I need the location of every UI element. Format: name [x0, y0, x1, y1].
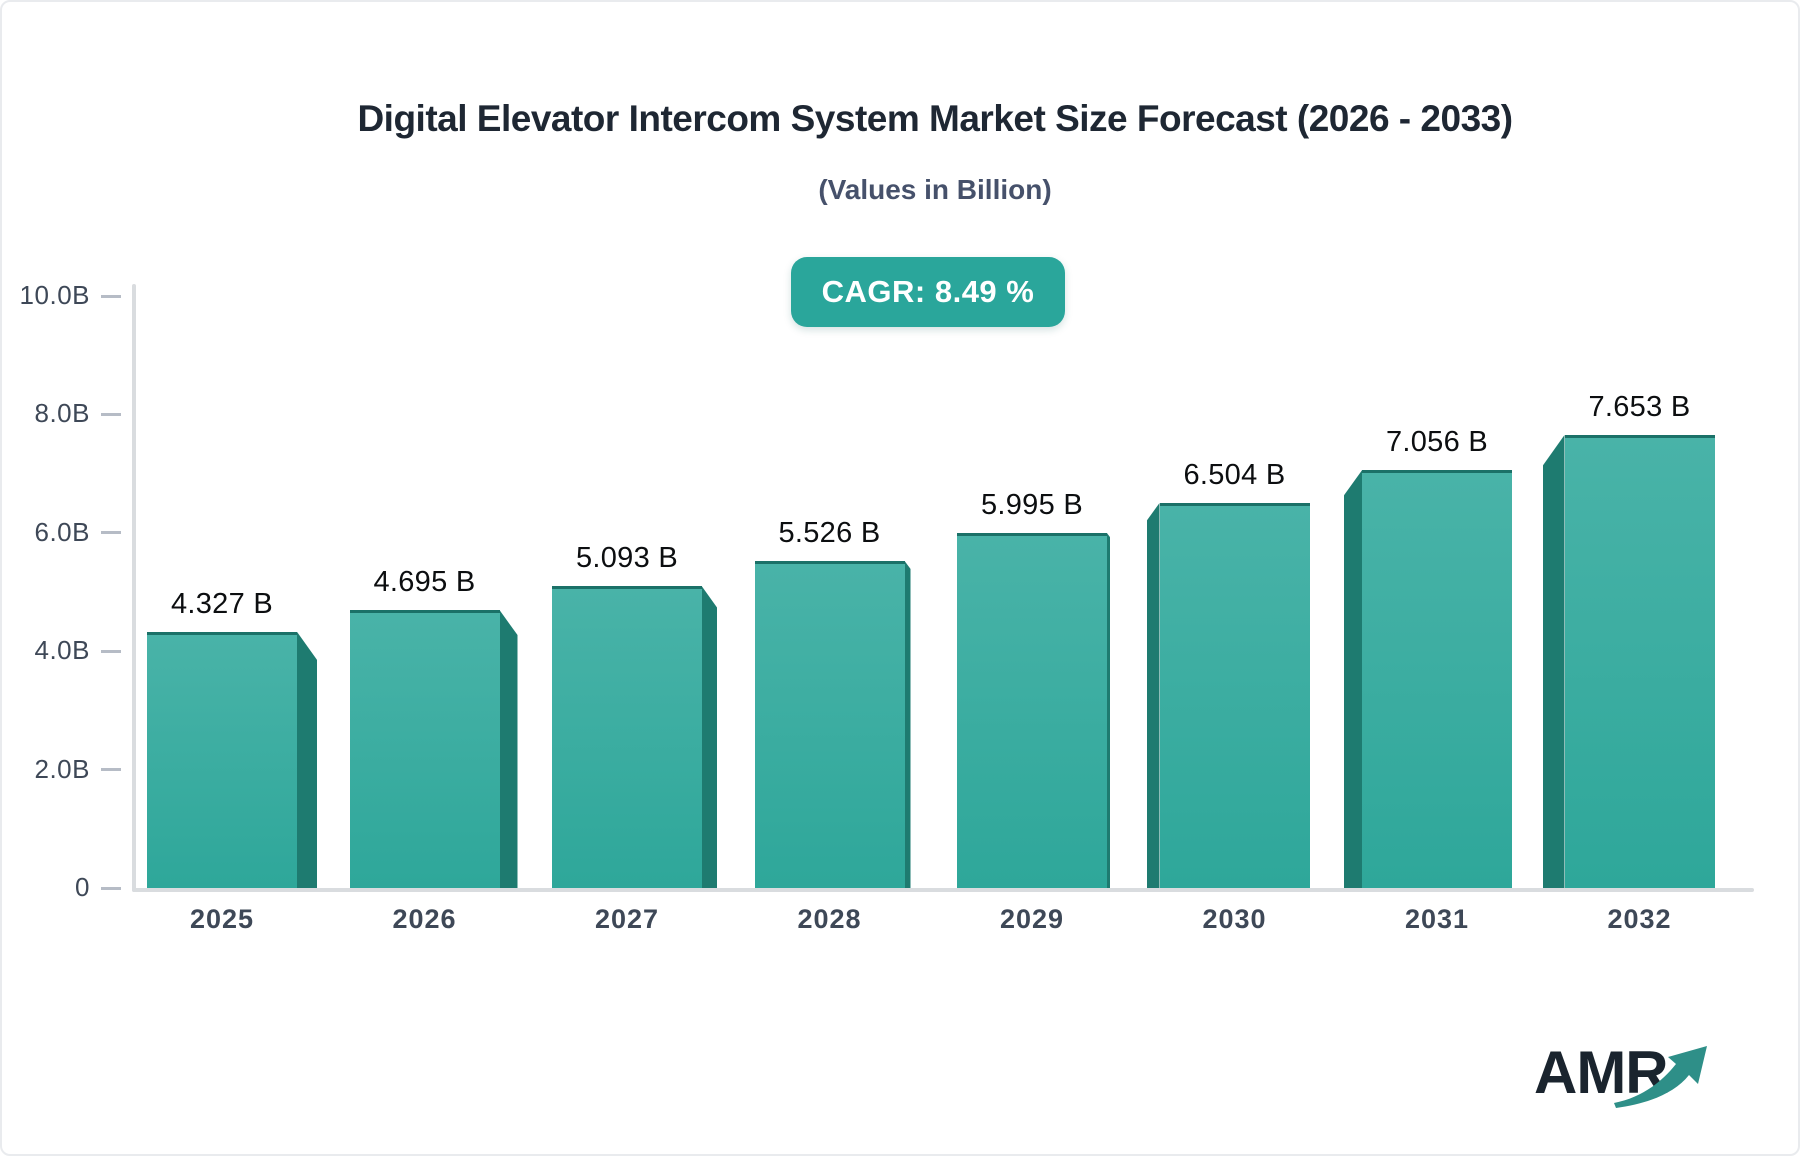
- y-tick-label: 0: [75, 872, 90, 902]
- bar-side-face: [702, 586, 717, 888]
- y-tick-mark: [101, 412, 121, 416]
- bar-side-face: [1146, 502, 1160, 888]
- y-tick-mark: [101, 649, 121, 653]
- bar: [1362, 470, 1512, 888]
- bar-value-label: 5.093 B: [575, 542, 679, 575]
- y-tick-label: 10.0B: [19, 280, 90, 310]
- bar: [1159, 502, 1310, 888]
- bar-side-face: [297, 631, 317, 888]
- y-tick-mark: [101, 886, 121, 890]
- bar-side-face: [1542, 434, 1565, 888]
- bar-value-label: 4.327 B: [170, 587, 274, 620]
- growth-arrow-icon: [1614, 1046, 1707, 1108]
- y-tick-label: 8.0B: [34, 398, 90, 429]
- bar: [754, 560, 905, 888]
- x-tick-label: 2028: [797, 904, 862, 934]
- x-tick-label: 2027: [594, 904, 660, 934]
- x-tick-label: 2026: [392, 904, 457, 934]
- amr-logo: AMR: [1534, 1038, 1744, 1128]
- bar-value-label: 4.695 B: [373, 566, 476, 599]
- bar-value-label: 7.653 B: [1588, 390, 1691, 423]
- y-tick-mark: [101, 294, 121, 298]
- y-tick-label: 4.0B: [34, 635, 90, 666]
- x-axis-line: [132, 888, 1754, 892]
- y-axis-line: [132, 284, 136, 892]
- x-tick-label: 2030: [1202, 904, 1267, 934]
- bar: [349, 610, 500, 888]
- cagr-badge-label: CAGR: 8.49 %: [821, 274, 1035, 309]
- bar: [552, 586, 702, 888]
- x-tick-label: 2029: [999, 904, 1065, 934]
- bar-value-label: 7.056 B: [1385, 426, 1489, 459]
- bar-value-label: 5.995 B: [980, 489, 1084, 522]
- y-tick-label: 6.0B: [34, 516, 90, 547]
- x-tick-label: 2032: [1607, 904, 1672, 934]
- y-tick-mark: [101, 768, 121, 772]
- chart-subtitle: (Values in Billion): [818, 174, 1052, 205]
- bar-value-label: 6.504 B: [1183, 458, 1286, 491]
- bar-side-face: [1344, 470, 1362, 888]
- bar-value-label: 5.526 B: [778, 516, 881, 549]
- bar: [957, 533, 1107, 888]
- y-tick-label: 2.0B: [34, 753, 90, 784]
- y-tick-mark: [101, 531, 121, 535]
- bar-side-face: [499, 610, 518, 888]
- x-tick-label: 2031: [1404, 904, 1470, 934]
- bar-side-face: [1107, 533, 1110, 888]
- bar-side-face: [904, 560, 911, 888]
- cagr-badge: CAGR: 8.49 %: [791, 257, 1065, 327]
- x-tick-label: 2025: [189, 904, 255, 934]
- chart-title: Digital Elevator Intercom System Market …: [357, 98, 1513, 139]
- bar: [147, 631, 297, 888]
- bar: [1564, 434, 1715, 888]
